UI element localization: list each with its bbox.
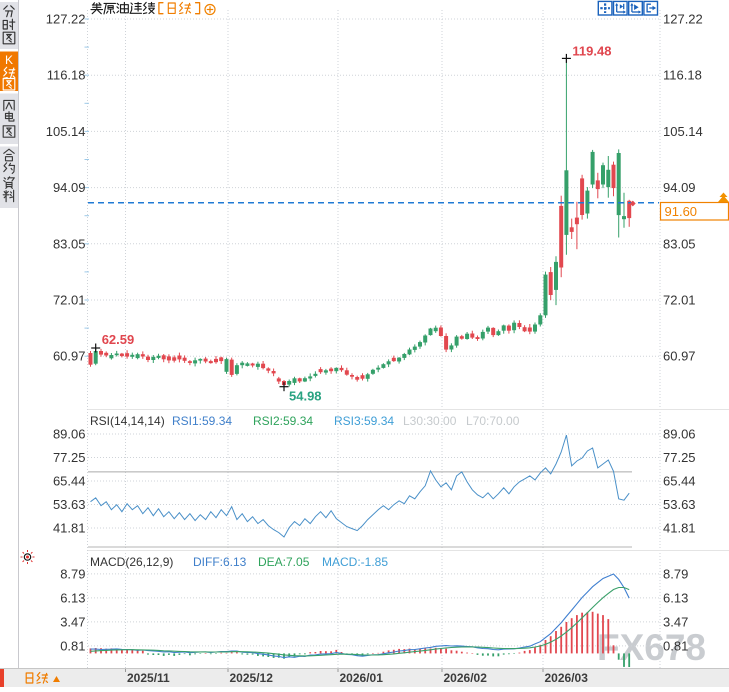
svg-text:127.22: 127.22: [46, 12, 86, 27]
svg-text:0.81: 0.81: [663, 638, 688, 653]
svg-text:RSI3:59.34: RSI3:59.34: [334, 414, 394, 428]
svg-text:2026/03: 2026/03: [545, 671, 589, 685]
svg-text:3.47: 3.47: [663, 614, 688, 629]
svg-text:60.97: 60.97: [53, 349, 86, 364]
svg-text:53.63: 53.63: [663, 497, 696, 512]
svg-text:6.13: 6.13: [663, 590, 688, 605]
svg-text:77.25: 77.25: [663, 450, 696, 465]
svg-text:72.01: 72.01: [53, 293, 86, 308]
svg-text:127.22: 127.22: [663, 12, 703, 27]
svg-text:94.09: 94.09: [663, 180, 696, 195]
svg-text:116.18: 116.18: [47, 68, 86, 83]
svg-text:K: K: [5, 53, 13, 67]
svg-text:83.05: 83.05: [53, 236, 86, 251]
svg-text:L70:70.00: L70:70.00: [466, 414, 520, 428]
svg-text:116.18: 116.18: [663, 68, 702, 83]
svg-text:2025/11: 2025/11: [127, 671, 170, 685]
svg-text:RSI2:59.34: RSI2:59.34: [253, 414, 313, 428]
svg-text:8.79: 8.79: [663, 566, 688, 581]
svg-text:65.44: 65.44: [663, 474, 696, 489]
svg-text:62.59: 62.59: [102, 332, 135, 347]
svg-text:91.60: 91.60: [665, 204, 698, 219]
svg-text:3.47: 3.47: [60, 614, 85, 629]
svg-text:DEA:7.05: DEA:7.05: [258, 555, 310, 569]
svg-text:6.13: 6.13: [60, 590, 85, 605]
svg-text:60.97: 60.97: [663, 349, 696, 364]
svg-text:MACD(26,12,9): MACD(26,12,9): [90, 555, 173, 569]
svg-text:RSI(14,14,14): RSI(14,14,14): [90, 414, 165, 428]
svg-text:RSI1:59.34: RSI1:59.34: [172, 414, 232, 428]
svg-text:54.98: 54.98: [289, 389, 322, 404]
svg-text:119.48: 119.48: [572, 43, 611, 58]
svg-text:83.05: 83.05: [663, 236, 696, 251]
svg-text:41.81: 41.81: [53, 521, 86, 536]
svg-text:89.06: 89.06: [53, 427, 86, 442]
svg-text:89.06: 89.06: [663, 427, 696, 442]
svg-text:MACD:-1.85: MACD:-1.85: [322, 555, 388, 569]
svg-text:41.81: 41.81: [663, 521, 696, 536]
svg-text:2026/02: 2026/02: [444, 671, 488, 685]
svg-text:94.09: 94.09: [53, 180, 86, 195]
svg-text:L30:30.00: L30:30.00: [403, 414, 457, 428]
svg-text:2025/12: 2025/12: [230, 671, 274, 685]
svg-text:77.25: 77.25: [53, 450, 86, 465]
svg-text:8.79: 8.79: [60, 566, 85, 581]
svg-text:0.81: 0.81: [60, 638, 85, 653]
svg-text:72.01: 72.01: [663, 293, 696, 308]
svg-text:2026/01: 2026/01: [340, 671, 384, 685]
svg-text:FX678: FX678: [597, 627, 706, 668]
svg-text:65.44: 65.44: [53, 474, 86, 489]
svg-text:DIFF:6.13: DIFF:6.13: [193, 555, 247, 569]
svg-text:105.14: 105.14: [46, 124, 86, 139]
svg-text:53.63: 53.63: [53, 497, 86, 512]
svg-text:105.14: 105.14: [663, 124, 703, 139]
